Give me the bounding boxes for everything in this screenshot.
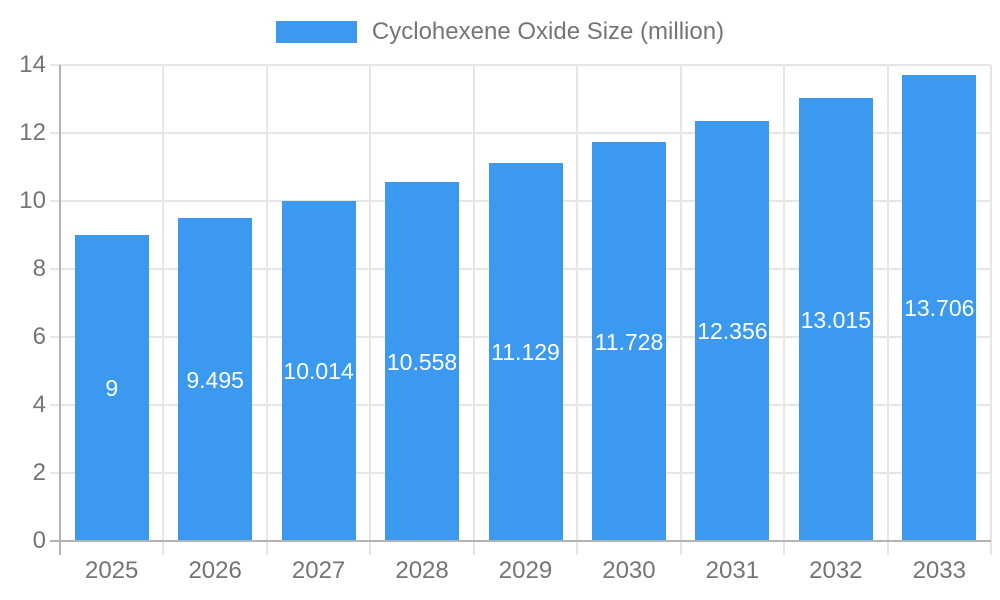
x-axis-label-2033: 2033	[912, 557, 966, 584]
bar-2025[interactable]	[74, 235, 149, 541]
x-axis-label-2028: 2028	[395, 557, 449, 584]
bar-value-label-2027: 10.014	[283, 357, 354, 384]
bar-value-label-2026: 9.495	[186, 366, 244, 393]
y-axis-label-10: 10	[19, 187, 46, 214]
x-axis-label-2027: 2027	[291, 557, 346, 584]
bar-2033[interactable]	[902, 74, 977, 541]
bar-value-label-2033: 13.706	[904, 294, 975, 321]
x-axis-label-2026: 2026	[188, 557, 242, 584]
gridline-y-14	[50, 64, 991, 66]
bar-value-label-2029: 11.129	[491, 338, 560, 365]
legend-swatch	[275, 21, 357, 43]
legend-item[interactable]: Cyclohexene Oxide Size (million)	[275, 18, 725, 46]
gridline-x-boundary-9	[990, 65, 992, 555]
y-axis-label-0: 0	[32, 527, 46, 554]
gridline-x-boundary-7	[783, 65, 786, 555]
x-axis-label-2031: 2031	[705, 557, 760, 584]
gridline-y-12	[50, 132, 991, 134]
bar-2030[interactable]	[591, 142, 666, 541]
x-axis-label-2025: 2025	[85, 557, 139, 584]
bar-value-label-2025: 9	[105, 375, 119, 401]
bar-2031[interactable]	[695, 120, 770, 541]
legend: Cyclohexene Oxide Size (million)	[0, 18, 1000, 46]
bar-2029[interactable]	[488, 162, 563, 541]
y-axis-label-2: 2	[32, 459, 46, 486]
gridline-x-boundary-2	[265, 65, 268, 555]
gridline-x-boundary-6	[679, 65, 682, 555]
y-axis-label-12: 12	[19, 119, 46, 146]
x-axis-label-2032: 2032	[809, 557, 863, 584]
legend-label: Cyclohexene Oxide Size (million)	[371, 18, 725, 45]
bar-value-label-2030: 11.728	[594, 328, 664, 355]
y-axis-line	[59, 65, 61, 555]
x-axis-label-2030: 2030	[602, 557, 656, 584]
x-axis-label-2029: 2029	[498, 557, 553, 584]
bar-value-label-2032: 13.015	[800, 306, 871, 333]
y-axis-label-8: 8	[32, 255, 46, 282]
y-axis-label-6: 6	[32, 323, 46, 350]
bar-value-label-2028: 10.558	[386, 348, 458, 375]
gridline-x-boundary-5	[576, 65, 579, 555]
gridline-x-boundary-3	[369, 65, 372, 555]
bar-2028[interactable]	[385, 182, 460, 541]
gridline-x-boundary-4	[472, 65, 475, 555]
y-axis-label-4: 4	[32, 391, 46, 418]
bar-value-label-2031: 12.356	[697, 317, 768, 344]
bar-2032[interactable]	[798, 98, 873, 541]
bar-2027[interactable]	[281, 200, 356, 541]
bar-2026[interactable]	[178, 218, 253, 541]
y-axis-label-14: 14	[19, 51, 46, 78]
x-axis-baseline	[50, 540, 991, 542]
gridline-x-boundary-8	[886, 65, 889, 555]
gridline-x-boundary-1	[162, 65, 165, 555]
